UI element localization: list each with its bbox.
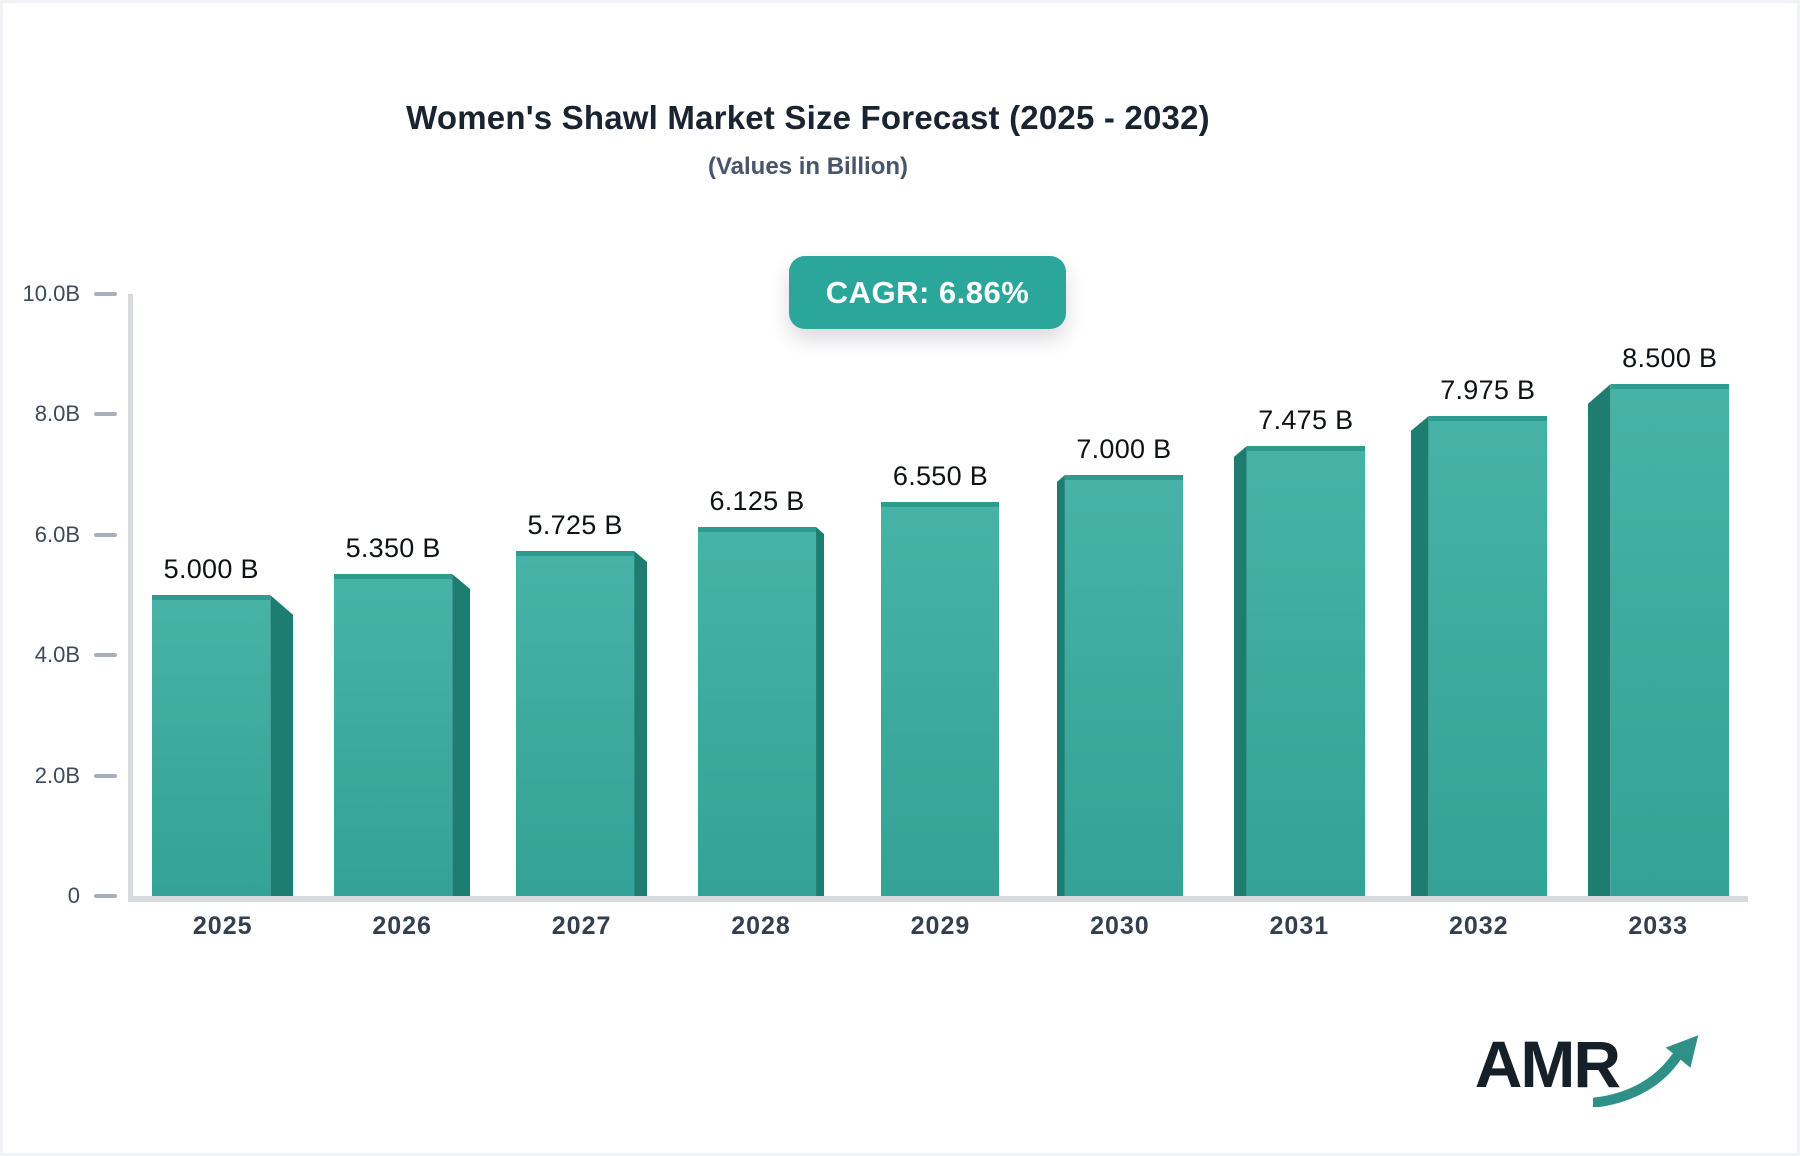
bar-3d-side — [1056, 475, 1065, 896]
bar-3d-side — [270, 595, 294, 896]
x-axis-label-2031: 2031 — [1269, 912, 1330, 940]
bar-2032: 7.975 B — [1410, 375, 1547, 896]
bar-3d-side — [452, 574, 471, 896]
y-tick-0: 0 — [16, 883, 133, 909]
bar-3d-side — [1233, 446, 1247, 896]
y-tick-label: 2.0B — [34, 762, 80, 788]
bar-2031: 7.475 B — [1233, 405, 1365, 896]
bar-slot-2030: 7.000 B 2030 — [1030, 294, 1209, 940]
y-tick-mark — [94, 532, 117, 537]
y-tick-label: 6.0B — [34, 521, 80, 547]
bar-value-label: 7.000 B — [1076, 434, 1172, 464]
y-tick-label: 4.0B — [34, 642, 80, 668]
bar-face — [334, 574, 453, 896]
y-tick-label: 10.0B — [22, 281, 81, 306]
bar-3d-side — [816, 527, 825, 896]
y-tick-mark — [94, 292, 117, 296]
x-axis-label-2033: 2033 — [1628, 912, 1689, 940]
bar-value-label: 7.975 B — [1440, 375, 1536, 405]
bar-value-label: 5.000 B — [163, 554, 259, 584]
x-axis-line — [128, 896, 1748, 902]
bar-2029: 6.550 B — [881, 461, 1000, 896]
chart-title: Women's Shawl Market Size Forecast (2025… — [406, 99, 1210, 136]
y-tick-label: 8.0B — [34, 401, 80, 427]
x-axis-label-2028: 2028 — [731, 912, 791, 940]
bar-value-label: 7.475 B — [1258, 405, 1354, 435]
y-axis-line — [128, 294, 133, 899]
bar-2030: 7.000 B — [1056, 434, 1183, 896]
amr-logo-text: AMR — [1474, 1027, 1621, 1101]
cagr-badge: CAGR: 6.86% — [789, 256, 1066, 329]
bar-face — [516, 551, 635, 896]
trend-up-arrow-icon — [1593, 1035, 1699, 1107]
chart-subtitle: (Values in Billion) — [707, 153, 909, 180]
x-axis-label-2026: 2026 — [372, 912, 432, 940]
bar-slot-2033: 8.500 B 2033 — [1569, 294, 1748, 940]
x-axis-label-2029: 2029 — [910, 912, 971, 940]
bar-3d-side — [634, 551, 648, 896]
bar-face — [152, 595, 271, 896]
bar-value-label: 5.350 B — [345, 533, 441, 563]
bar-value-label: 6.125 B — [709, 486, 805, 516]
bar-slot-2025: 5.000 B 2025 — [133, 294, 312, 940]
x-axis-label-2027: 2027 — [551, 912, 612, 940]
bar-slot-2032: 7.975 B 2032 — [1389, 294, 1568, 940]
bar-2028: 6.125 B — [698, 486, 825, 896]
bar-face — [1064, 475, 1183, 896]
plot-area: 0 2.0B 4.0B 6.0B 8.0B 10.0B 5.000 B 2025 5.350 … — [23, 281, 1748, 940]
bar-face — [1610, 384, 1729, 896]
bar-value-label: 8.500 B — [1622, 343, 1718, 373]
y-tick-mark — [94, 894, 117, 898]
y-tick-6.0B: 6.0B — [16, 522, 133, 548]
x-axis-label-2030: 2030 — [1090, 912, 1150, 940]
bar-value-label: 5.725 B — [527, 510, 623, 540]
x-axis-label-2032: 2032 — [1448, 912, 1509, 940]
bar-face — [698, 527, 817, 896]
bar-slot-2026: 5.350 B 2026 — [312, 294, 491, 940]
bar-2025: 5.000 B — [152, 554, 294, 896]
bar-face — [1246, 446, 1365, 896]
bar-2027: 5.725 B — [516, 510, 648, 896]
y-tick-label: 0 — [67, 883, 80, 908]
y-tick-10.0B: 10.0B — [16, 281, 133, 307]
y-tick-8.0B: 8.0B — [16, 401, 133, 427]
bar-3d-side — [1587, 384, 1611, 896]
bar-face — [881, 502, 1000, 896]
bar-slot-2031: 7.475 B 2031 — [1210, 294, 1389, 940]
bar-value-label: 6.550 B — [892, 461, 989, 491]
y-tick-mark — [94, 653, 117, 658]
amr-logo: AMR — [1475, 1031, 1705, 1107]
y-tick-mark — [94, 773, 117, 778]
bar-face — [1428, 416, 1547, 896]
y-tick-2.0B: 2.0B — [16, 763, 133, 789]
bar-2026: 5.350 B — [334, 533, 471, 896]
bar-slot-2027: 5.725 B 2027 — [492, 294, 671, 940]
bars-container: 5.000 B 2025 5.350 B 2026 5.725 B 2027 6.125 B… — [133, 294, 1748, 940]
bar-slot-2028: 6.125 B 2028 — [671, 294, 850, 940]
bar-2033: 8.500 B — [1587, 343, 1729, 896]
bar-slot-2029: 6.550 B 2029 — [851, 294, 1030, 940]
y-tick-mark — [94, 412, 117, 417]
bar-3d-side — [1410, 416, 1429, 896]
y-tick-4.0B: 4.0B — [16, 642, 133, 668]
x-axis-label-2025: 2025 — [192, 912, 253, 940]
